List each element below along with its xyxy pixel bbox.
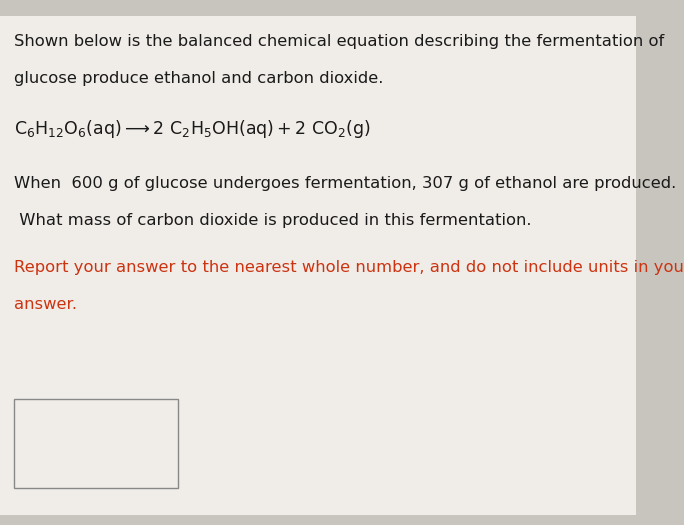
Text: glucose produce ethanol and carbon dioxide.: glucose produce ethanol and carbon dioxi… bbox=[14, 71, 383, 86]
Text: $\mathregular{C_6H_{12}O_6(aq) \longrightarrow 2\ C_2H_5OH(aq) + 2\ CO_2(g)}$: $\mathregular{C_6H_{12}O_6(aq) \longrigh… bbox=[14, 118, 371, 140]
Text: Report your answer to the nearest whole number, and do not include units in your: Report your answer to the nearest whole … bbox=[14, 260, 684, 275]
Text: What mass of carbon dioxide is produced in this fermentation.: What mass of carbon dioxide is produced … bbox=[14, 213, 531, 228]
Text: When  600 g of glucose undergoes fermentation, 307 g of ethanol are produced.: When 600 g of glucose undergoes fermenta… bbox=[14, 176, 676, 191]
Bar bbox=[14, 399, 178, 488]
Text: answer.: answer. bbox=[14, 297, 77, 312]
Text: Shown below is the balanced chemical equation describing the fermentation of: Shown below is the balanced chemical equ… bbox=[14, 34, 664, 49]
